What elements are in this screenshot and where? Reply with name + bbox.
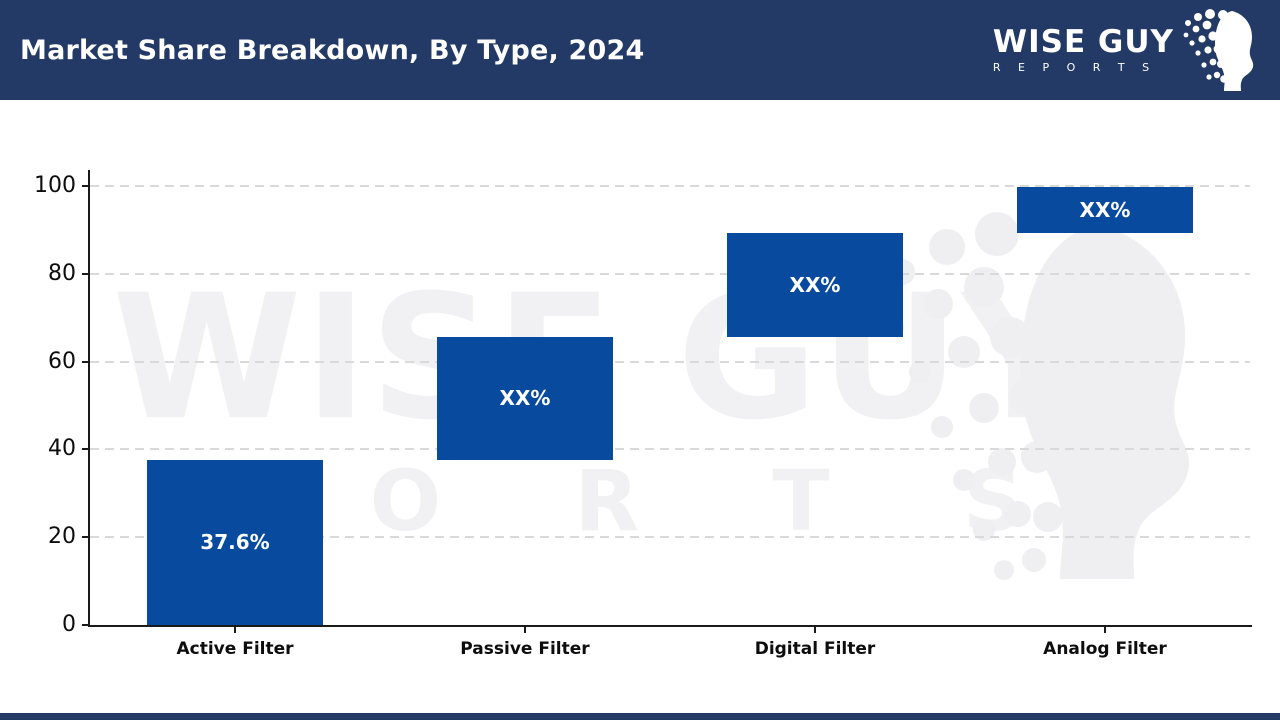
gridline-60 — [90, 360, 1250, 363]
gridline-40 — [90, 448, 1250, 451]
x-tick-label-0: Active Filter — [176, 639, 294, 659]
y-tick-40 — [82, 448, 90, 451]
x-tick-label-2: Digital Filter — [754, 639, 876, 659]
y-tick-0 — [82, 624, 90, 626]
x-tick-label-3: Analog Filter — [1043, 639, 1167, 659]
brand-logo: WISE GUY R E P O R T S — [993, 9, 1254, 91]
y-tick-label-40: 40 — [48, 436, 76, 462]
plot-area: 0 20 40 60 80 100 37.6% Active Filter XX% Passive… — [0, 100, 1280, 660]
y-tick-label-20: 20 — [48, 524, 76, 550]
dotted-head-icon — [1183, 9, 1254, 91]
y-tick-label-80: 80 — [48, 260, 76, 286]
brand-subtitle: R E P O R T S — [992, 61, 1157, 74]
bar-value-label: XX% — [499, 386, 551, 411]
brand-wordmark-block: WISE GUY R E P O R T S — [993, 26, 1174, 74]
y-tick-label-0: 0 — [62, 612, 76, 637]
gridline-20 — [90, 536, 1250, 539]
y-axis-spine — [88, 170, 90, 627]
chart-title: Market Share Breakdown, By Type, 2024 — [20, 34, 645, 66]
footer-band — [0, 713, 1280, 720]
y-tick-20 — [82, 536, 90, 539]
bar-analog-filter: XX% — [1017, 186, 1193, 233]
x-tick-1 — [524, 625, 526, 633]
gridline-80 — [90, 272, 1250, 275]
bar-passive-filter: XX% — [437, 337, 613, 460]
y-tick-label-100: 100 — [34, 173, 76, 198]
x-tick-label-1: Passive Filter — [460, 639, 590, 659]
x-axis-spine — [88, 625, 1252, 627]
header-band: Market Share Breakdown, By Type, 2024 WI… — [0, 0, 1280, 100]
bar-active-filter: 37.6% — [147, 459, 323, 625]
y-tick-label-60: 60 — [48, 348, 76, 374]
y-tick-80 — [82, 272, 90, 275]
bar-value-label: 37.6% — [200, 530, 270, 555]
bar-value-label: XX% — [789, 272, 841, 297]
x-tick-0 — [234, 625, 236, 633]
bar-value-label: XX% — [1079, 197, 1131, 222]
bar-digital-filter: XX% — [727, 232, 903, 337]
y-tick-60 — [82, 360, 90, 363]
x-tick-2 — [814, 625, 816, 633]
y-tick-100 — [82, 185, 90, 187]
gridline-100 — [90, 185, 1250, 187]
x-tick-3 — [1104, 625, 1106, 633]
brand-wordmark: WISE GUY — [992, 24, 1174, 60]
